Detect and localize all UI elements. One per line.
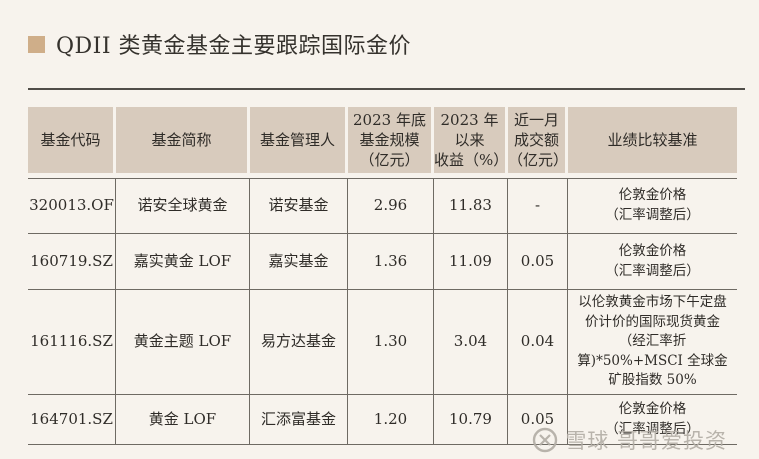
cell-aum-2023: 2.96 [348,179,434,233]
table-row: 164701.SZ 黄金 LOF 汇添富基金 1.20 10.79 0.05 伦… [28,394,737,444]
cell-benchmark: 以伦敦黄金市场下午定盘价计价的国际现货黄金（经汇率折算)*50%+MSCI 全球… [577,294,728,389]
title-bullet-square [28,35,45,53]
table-body: 320013.OF 诺安全球黄金 诺安基金 2.96 11.83 - 伦敦金价格… [28,178,737,445]
cell-turnover-1m: 0.05 [508,234,568,289]
column-header-aum-2023: 2023 年底 基金规模 （亿元） [348,107,434,173]
cell-fund-name: 黄金 LOF [116,395,250,444]
table-row: 320013.OF 诺安全球黄金 诺安基金 2.96 11.83 - 伦敦金价格… [28,178,737,233]
cell-aum-2023: 1.20 [348,395,434,444]
cell-aum-2023: 1.36 [348,234,434,289]
cell-fund-name: 黄金主题 LOF [116,290,250,394]
cell-fund-name: 嘉实黄金 LOF [116,234,250,289]
cell-benchmark: 伦敦金价格 （汇率调整后） [605,242,700,279]
cell-fund-manager: 诺安基金 [250,179,348,233]
cell-benchmark: 伦敦金价格 （汇率调整后） [605,400,700,437]
cell-fund-code: 160719.SZ [28,234,116,289]
column-header-fund-manager: 基金管理人 [250,107,348,173]
cell-fund-code: 320013.OF [28,179,116,233]
cell-fund-manager: 易方达基金 [250,290,348,394]
cell-fund-manager: 嘉实基金 [250,234,348,289]
cell-fund-name: 诺安全球黄金 [116,179,250,233]
cell-return-ytd: 10.79 [434,395,508,444]
cell-fund-manager: 汇添富基金 [250,395,348,444]
cell-turnover-1m: 0.04 [508,290,568,394]
gold-funds-table: 基金代码 基金简称 基金管理人 2023 年底 基金规模 （亿元） 2023 年… [28,107,737,445]
column-header-fund-name: 基金简称 [116,107,250,173]
cell-fund-code: 161116.SZ [28,290,116,394]
title-divider [28,88,745,90]
column-header-fund-code: 基金代码 [28,107,116,173]
cell-benchmark: 伦敦金价格 （汇率调整后） [605,187,700,223]
page-title: QDII 类黄金基金主要跟踪国际金价 [56,34,412,59]
section-title: QDII 类黄金基金主要跟踪国际金价 [0,0,759,59]
cell-return-ytd: 3.04 [434,290,508,394]
table-row: 161116.SZ 黄金主题 LOF 易方达基金 1.30 3.04 0.04 … [28,289,737,394]
cell-turnover-1m: - [508,179,568,233]
column-header-turnover-1m: 近一月 成交额 （亿元） [508,107,568,173]
column-header-benchmark: 业绩比较基准 [568,107,737,173]
column-header-return-ytd: 2023 年 以来 收益（%） [434,107,508,173]
cell-return-ytd: 11.83 [434,179,508,233]
cell-turnover-1m: 0.05 [508,395,568,444]
cell-fund-code: 164701.SZ [28,395,116,444]
cell-aum-2023: 1.30 [348,290,434,394]
cell-return-ytd: 11.09 [434,234,508,289]
table-row: 160719.SZ 嘉实黄金 LOF 嘉实基金 1.36 11.09 0.05 … [28,233,737,289]
table-header-row: 基金代码 基金简称 基金管理人 2023 年底 基金规模 （亿元） 2023 年… [28,107,737,173]
